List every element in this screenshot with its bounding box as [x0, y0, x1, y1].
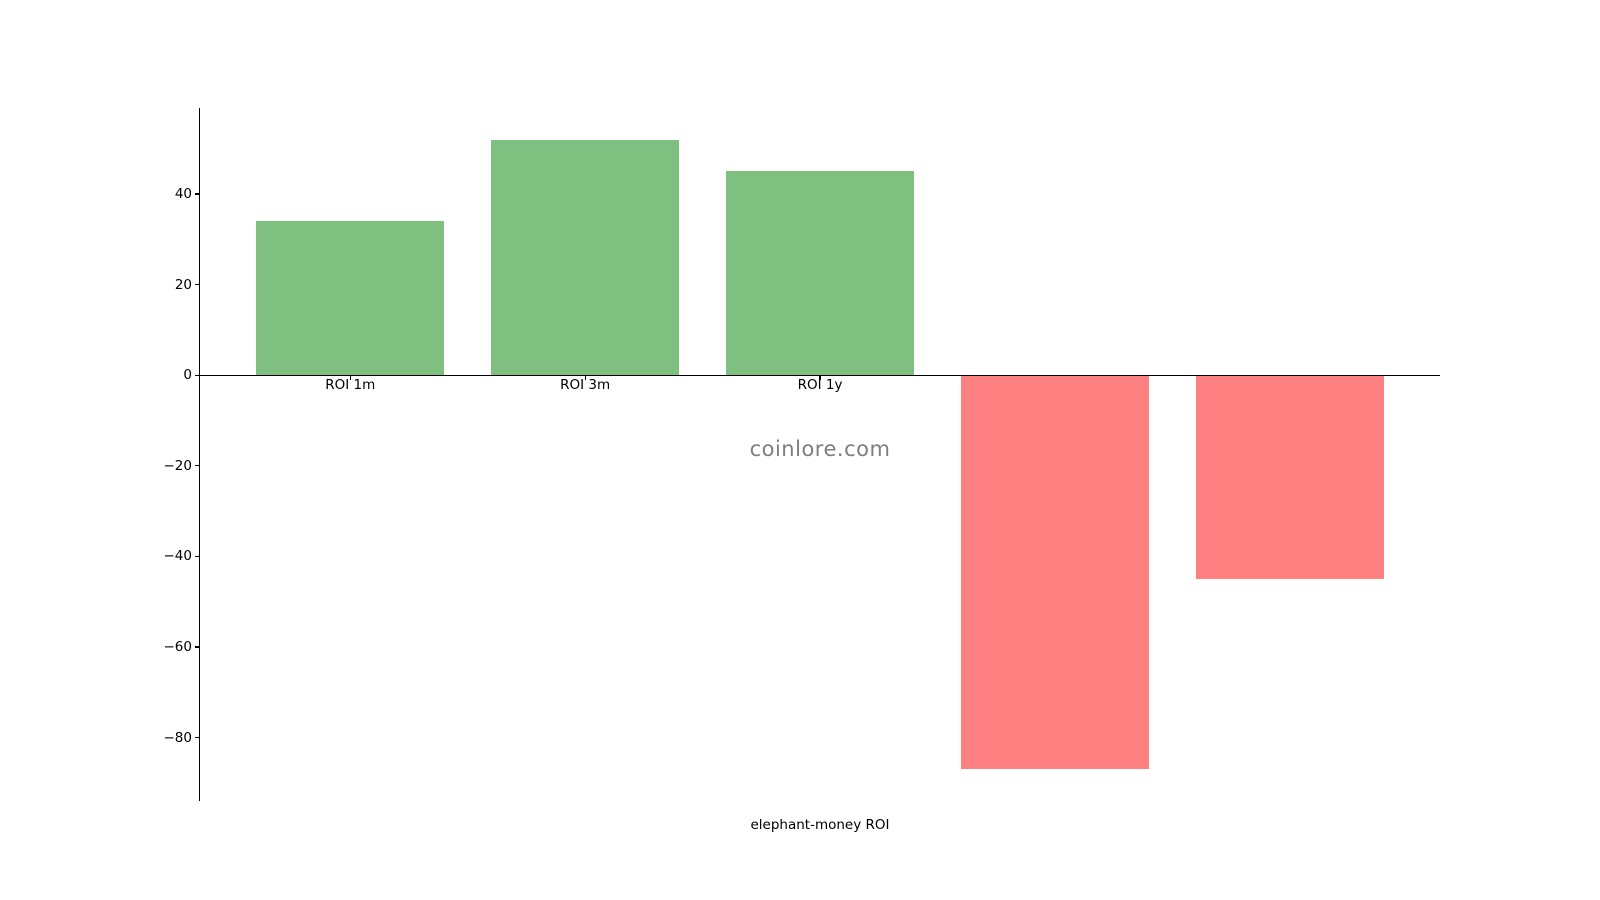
y-axis-spine	[199, 108, 201, 801]
y-tick-mark-20	[195, 283, 200, 286]
y-tick-label-20: 20	[174, 276, 192, 293]
y-tick-mark-0	[195, 374, 200, 376]
x-axis-zero-line	[200, 374, 1440, 376]
y-tick-mark--60	[195, 646, 200, 648]
y-tick-label-40: 40	[174, 186, 192, 203]
x-tick-mark-2	[819, 375, 821, 381]
y-tick-mark--80	[195, 736, 200, 739]
y-tick-mark--20	[195, 465, 200, 467]
watermark-text: coinlore.com	[749, 437, 891, 461]
x-axis-title: elephant-money ROI	[750, 817, 890, 833]
x-tick-mark-0	[349, 375, 351, 381]
plot-area: 40 20 0 −20 −40 −60 −80 ROI 1m ROI 3m ROI 1y coi…	[164, 108, 1440, 801]
y-tick-mark-40	[195, 193, 200, 195]
y-tick-label--20: −20	[163, 457, 193, 474]
y-tick-label--80: −80	[163, 729, 193, 746]
bar-roi-1m	[256, 221, 445, 376]
x-tick-mark-1	[584, 375, 586, 381]
bar-unlabeled-4	[1195, 375, 1384, 580]
y-tick-label--40: −40	[163, 548, 193, 565]
x-tick-label-1: ROI 3m	[560, 376, 611, 393]
y-tick-label-0: 0	[183, 367, 192, 384]
x-tick-label-0: ROI 1m	[325, 376, 376, 393]
bar-roi-3m	[491, 139, 680, 376]
bar-roi-1y	[726, 171, 914, 376]
bar-unlabeled-3	[960, 375, 1149, 770]
y-tick-label--60: −60	[163, 639, 193, 655]
y-tick-mark--40	[195, 555, 200, 558]
x-tick-label-2: ROI 1y	[797, 376, 843, 393]
